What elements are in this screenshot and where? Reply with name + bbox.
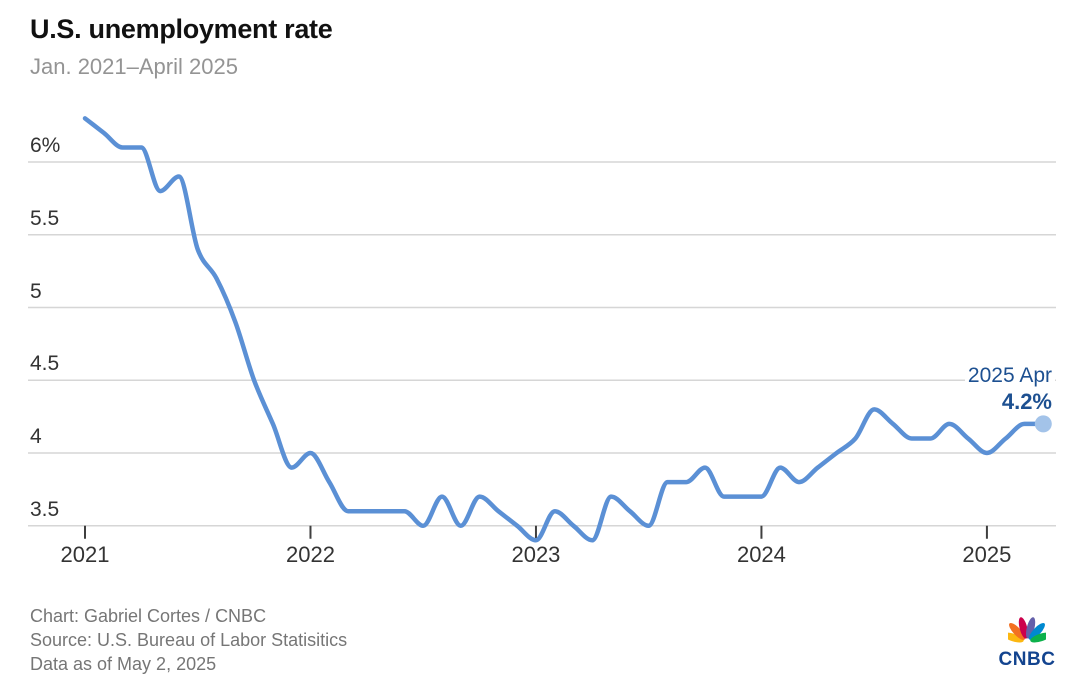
page-subtitle: Jan. 2021–April 2025 (30, 54, 238, 79)
cnbc-logo: CNBC (992, 614, 1062, 671)
x-axis-label: 2024 (736, 541, 786, 567)
page-title: U.S. unemployment rate (30, 14, 333, 44)
y-axis-label: 5 (30, 279, 42, 303)
cnbc-wordmark: CNBC (998, 649, 1056, 670)
y-axis-label: 6% (30, 134, 61, 157)
x-axis-label: 2025 (962, 541, 1012, 567)
y-axis-label: 4.5 (30, 352, 60, 376)
x-axis-label: 2021 (60, 541, 110, 567)
unemployment-line (82, 116, 1046, 543)
annotation-value-label: 4.2% (998, 390, 1055, 414)
peacock-icon (1002, 617, 1052, 643)
gridlines (28, 161, 1056, 527)
y-axis-label: 3.5 (30, 497, 60, 521)
x-axis-tick-marks (84, 525, 988, 539)
footer-data-as-of: Data as of May 2, 2025 (30, 654, 217, 674)
x-axis-label: 2023 (511, 541, 561, 567)
y-axis-label: 5.5 (30, 206, 60, 230)
latest-value-dot (1034, 415, 1052, 433)
x-axis-label: 2022 (285, 541, 335, 567)
footer-credit: Chart: Gabriel Cortes / CNBC (30, 606, 267, 626)
footer-source: Source: U.S. Bureau of Labor Statisitics (30, 630, 348, 650)
annotation-date-label: 2025 Apr (964, 364, 1055, 387)
y-axis-label: 4 (30, 425, 42, 448)
footer: Chart: Gabriel Cortes / CNBC Source: U.S… (30, 604, 347, 676)
